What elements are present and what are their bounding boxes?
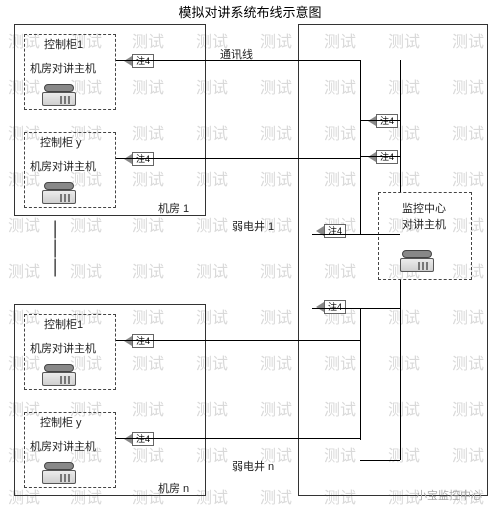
note-tag: 注4 <box>316 300 346 314</box>
watermark-text: 测试 <box>260 28 292 52</box>
watermark-text: 测试 <box>260 74 292 98</box>
watermark-text: 测试 <box>8 258 40 282</box>
monitor-center-label: 监控中心 <box>402 200 446 216</box>
watermark-text: 测试 <box>260 350 292 374</box>
monitor-host-label: 对讲主机 <box>402 216 446 232</box>
rn-hosty-label: 机房对讲主机 <box>30 438 96 454</box>
shaftn-label: 弱电井 n <box>232 458 274 474</box>
r1-cabinet1-label: 控制柜1 <box>44 36 83 52</box>
phone-icon <box>400 248 434 272</box>
wire <box>312 308 400 309</box>
phone-icon <box>42 362 76 386</box>
watermark-text: 测试 <box>260 120 292 144</box>
r1-hosty-label: 机房对讲主机 <box>30 158 96 174</box>
rn-cabinety-label: 控制柜 y <box>40 414 82 430</box>
watermark-text: 测试 <box>260 304 292 328</box>
watermark-text: 测试 <box>260 166 292 190</box>
phone-icon <box>42 460 76 484</box>
diagram-canvas: 模拟对讲系统布线示意图 测试测试测试测试测试测试测试测试测试测试测试测试测试测试… <box>0 0 500 507</box>
note-tag: 注4 <box>316 224 346 238</box>
shaft1-label: 弱电井 1 <box>232 218 274 234</box>
watermark-text: 测试 <box>260 484 292 508</box>
diagram-title: 模拟对讲系统布线示意图 <box>0 2 500 21</box>
wire <box>116 340 360 341</box>
rn-host1-label: 机房对讲主机 <box>30 340 96 356</box>
watermark-text: 测试 <box>70 258 102 282</box>
ellipsis-icon: — — — <box>46 221 67 281</box>
phone-icon <box>42 82 76 106</box>
wire <box>360 158 361 234</box>
wire <box>400 60 401 192</box>
rn-cabinet1-label: 控制柜1 <box>44 316 83 332</box>
phone-icon <box>42 180 76 204</box>
footer-watermark: 小宝监控中心 <box>416 487 482 503</box>
wire <box>360 460 400 461</box>
watermark-text: 测试 <box>260 258 292 282</box>
room1-label: 机房 1 <box>158 200 189 216</box>
watermark-text: 测试 <box>260 396 292 420</box>
roomn-label: 机房 n <box>158 480 189 496</box>
wire <box>360 234 400 235</box>
wire <box>360 60 361 158</box>
wire <box>116 158 360 159</box>
r1-host1-label: 机房对讲主机 <box>30 60 96 76</box>
wire <box>312 234 360 235</box>
watermark-text: 测试 <box>196 258 228 282</box>
comm-line-label: 通讯线 <box>220 46 253 62</box>
wire <box>360 308 361 440</box>
watermark-text: 测试 <box>132 258 164 282</box>
r1-cabinety-label: 控制柜 y <box>40 134 82 150</box>
wire <box>400 280 401 460</box>
wire <box>360 156 400 157</box>
wire <box>116 438 360 439</box>
wire <box>360 120 400 121</box>
